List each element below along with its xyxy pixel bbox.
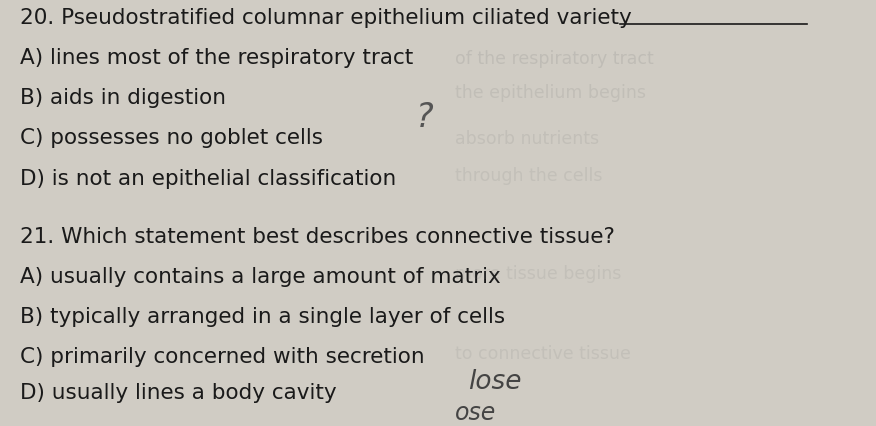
Text: to connective tissue: to connective tissue [456, 345, 632, 363]
Text: the epithelium begins: the epithelium begins [456, 84, 646, 102]
Text: of the respiratory tract: of the respiratory tract [456, 50, 654, 68]
Text: B) aids in digestion: B) aids in digestion [20, 88, 226, 108]
Text: D) is not an epithelial classification: D) is not an epithelial classification [20, 169, 396, 189]
Text: D) usually lines a body cavity: D) usually lines a body cavity [20, 383, 336, 403]
Text: 21. Which statement best describes connective tissue?: 21. Which statement best describes conne… [20, 227, 615, 247]
Text: A) lines most of the respiratory tract: A) lines most of the respiratory tract [20, 48, 413, 68]
Text: B) typically arranged in a single layer of cells: B) typically arranged in a single layer … [20, 307, 505, 327]
Text: 20. Pseudostratified columnar epithelium ciliated variety: 20. Pseudostratified columnar epithelium… [20, 8, 632, 28]
Text: ose: ose [456, 401, 497, 425]
Text: A) usually contains a large amount of matrix: A) usually contains a large amount of ma… [20, 267, 500, 287]
Text: absorb nutrients: absorb nutrients [456, 130, 599, 149]
Text: C) possesses no goblet cells: C) possesses no goblet cells [20, 129, 322, 149]
Text: more tissue begins: more tissue begins [456, 265, 622, 283]
Text: lose: lose [469, 369, 522, 395]
Text: through the cells: through the cells [456, 167, 603, 184]
Text: ?: ? [416, 101, 434, 135]
Text: C) primarily concerned with secretion: C) primarily concerned with secretion [20, 347, 424, 367]
